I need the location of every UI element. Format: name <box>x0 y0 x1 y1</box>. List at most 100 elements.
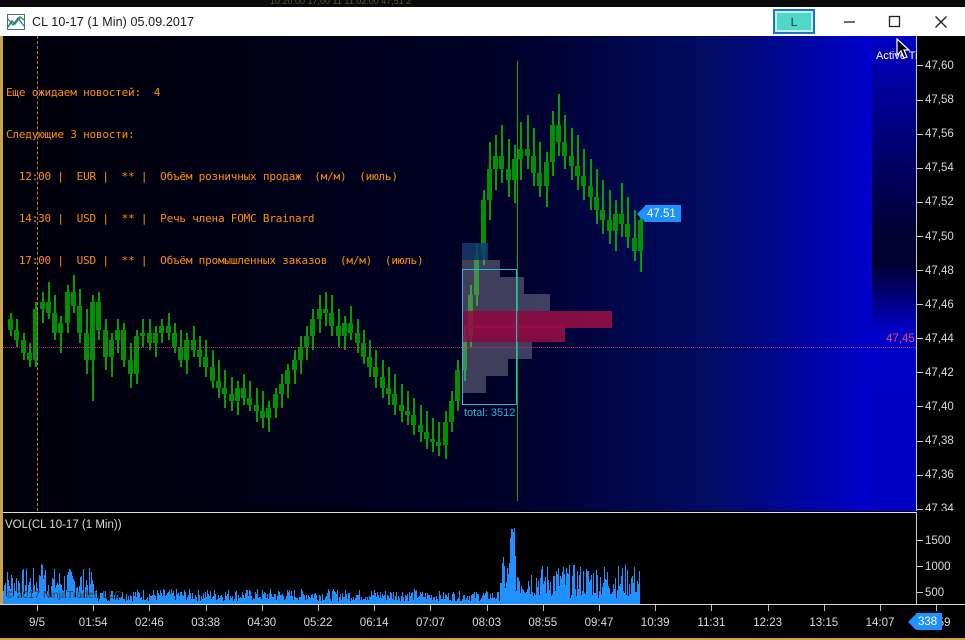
volume-bar <box>532 592 533 604</box>
volume-bar <box>407 594 408 604</box>
volume-bar <box>41 563 42 604</box>
volume-bar <box>323 599 324 604</box>
volume-bar <box>495 598 496 604</box>
volume-bar <box>246 590 247 604</box>
time-axis[interactable]: 9/5 01:54 02:46 03:38 04:30 05:22 06:14 07:07 08… <box>0 604 965 640</box>
link-group-button[interactable]: L <box>773 9 815 34</box>
volume-bar <box>491 598 492 604</box>
volume-bar <box>60 584 61 604</box>
candle-body <box>461 336 467 371</box>
volume-bar <box>456 600 457 604</box>
volume-bar <box>548 579 549 604</box>
volume-bar <box>231 598 232 604</box>
candle-body <box>108 339 114 357</box>
news-item: 14:30 | USD | ** | Речь члена FOMC Brain… <box>6 212 315 225</box>
candle-wick <box>142 319 145 347</box>
candle-body <box>367 356 373 368</box>
volume-bar <box>557 573 558 604</box>
close-button[interactable] <box>917 7 965 36</box>
volume-bar <box>528 581 529 604</box>
volume-bar <box>416 589 417 604</box>
volume-bar <box>625 564 626 604</box>
volume-bar <box>558 568 559 604</box>
volume-bar <box>130 595 131 604</box>
price-axis[interactable]: 47,60 47,58 47,56 47,54 47,52 47,50 47,48 47,46… <box>916 36 965 511</box>
volume-bar <box>94 594 95 604</box>
volume-bar <box>283 596 284 604</box>
volume-bar <box>216 599 217 604</box>
volume-bar <box>319 595 320 604</box>
candle-body <box>190 339 196 351</box>
volume-bar <box>42 564 43 604</box>
candle-wick <box>406 390 409 426</box>
candle-body <box>96 302 102 330</box>
volume-bar <box>505 587 506 604</box>
volume-bar <box>305 600 306 604</box>
candle-body <box>606 220 612 231</box>
volume-bar <box>207 590 208 604</box>
volume-bar <box>374 590 375 604</box>
volume-bar <box>631 578 632 604</box>
volume-bar <box>15 590 16 604</box>
volume-bar <box>554 575 555 604</box>
volume-bar <box>160 590 161 604</box>
volume-bar <box>81 575 82 604</box>
time-axis-tick: 10:39 <box>640 617 670 629</box>
volume-bar <box>327 592 328 604</box>
volume-bar <box>627 569 628 604</box>
volume-bar <box>260 597 261 604</box>
volume-bar <box>129 599 130 604</box>
volume-bar <box>366 599 367 604</box>
volume-bar <box>308 595 309 604</box>
volume-bar <box>275 594 276 604</box>
volume-bar <box>91 571 92 604</box>
volume-bar <box>188 595 189 604</box>
maximize-button[interactable] <box>872 7 917 36</box>
volume-bar <box>135 592 136 604</box>
volume-bar <box>37 588 38 604</box>
volume-bar <box>464 594 465 604</box>
volume-bar <box>337 590 338 604</box>
volume-bar <box>112 590 113 604</box>
volume-bar <box>93 583 94 604</box>
volume-bar <box>429 595 430 604</box>
volume-bar <box>371 591 372 604</box>
minimize-button[interactable] <box>827 7 872 36</box>
volume-bar <box>502 562 503 604</box>
candle-body <box>247 397 253 405</box>
volume-bar <box>325 597 326 604</box>
volume-bar <box>24 594 25 604</box>
volume-bar <box>186 600 187 604</box>
price-pane[interactable]: total: 3512 47,45 47.51 Еще ожидаем ново… <box>0 36 965 511</box>
left-border <box>0 36 3 604</box>
volume-bar <box>446 594 447 604</box>
volume-bar <box>277 596 278 604</box>
volume-bar <box>500 583 501 604</box>
volume-bar <box>585 593 586 604</box>
volume-bar <box>299 596 300 604</box>
chart-area[interactable]: total: 3512 47,45 47.51 Еще ожидаем ново… <box>0 36 965 640</box>
volume-bar <box>520 592 521 604</box>
volume-bar <box>638 583 639 604</box>
volume-bar <box>555 591 556 604</box>
volume-bar <box>71 572 72 604</box>
time-axis-tick-mark <box>936 605 938 611</box>
volume-bar <box>487 592 488 604</box>
volume-axis[interactable]: 150010005000 <box>916 512 965 625</box>
candle-wick <box>249 380 252 412</box>
volume-bar <box>164 590 165 604</box>
volume-bar <box>519 580 520 604</box>
volume-pane[interactable]: VOL(CL 10-17 (1 Min)) © 2017 NinjaTrader… <box>0 512 965 604</box>
volume-bar <box>362 600 363 604</box>
volume-bar <box>180 592 181 604</box>
price-axis-tick: 47,44 <box>917 333 954 345</box>
volume-bar <box>329 590 330 604</box>
volume-bar <box>107 600 108 604</box>
volume-bar <box>591 575 592 604</box>
title-bar[interactable]: CL 10-17 (1 Min) 05.09.2017 L <box>0 7 965 36</box>
volume-bar <box>578 588 579 604</box>
volume-bar <box>264 591 265 604</box>
time-axis-tick: 05:22 <box>303 617 333 629</box>
candle-wick <box>583 148 586 200</box>
volume-axis-tick: 1500 <box>917 535 951 547</box>
